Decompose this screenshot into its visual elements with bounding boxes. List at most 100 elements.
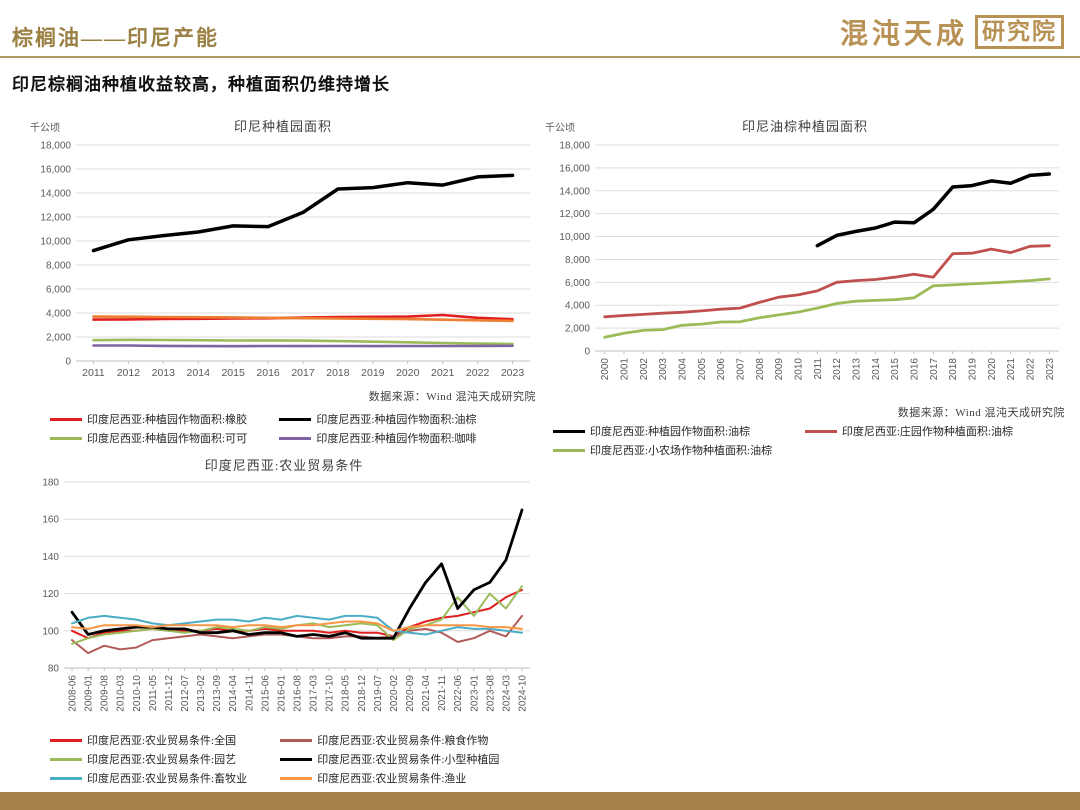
y-tick-label: 140 [42, 552, 59, 563]
x-tick-label: 2023-01 [469, 675, 480, 712]
chart-title: 印度尼西亚:农业贸易条件 [204, 458, 364, 473]
y-tick-label: 100 [42, 626, 59, 637]
x-tick-label: 2000 [600, 358, 611, 381]
x-tick-label: 2005 [697, 358, 708, 381]
legend-item: 印度尼西亚:农业贸易条件:畜牧业 [50, 770, 280, 786]
legend-item: 印度尼西亚:种植园作物面积:橡胶 [50, 411, 279, 427]
x-tick-label: 2012-07 [180, 675, 191, 712]
y-tick-label: 4,000 [46, 309, 71, 320]
legend-swatch [50, 436, 82, 440]
x-tick-label: 2001 [620, 358, 631, 381]
legend-item: 印度尼西亚:农业贸易条件:粮食作物 [280, 732, 540, 748]
chart-title: 印尼种植园面积 [233, 119, 332, 134]
slide-subtitle: 印尼棕榈油种植收益较高，种植面积仍维持增长 [12, 75, 390, 94]
x-tick-label: 2018 [948, 358, 959, 381]
series-line-印度尼西亚:农业贸易条件:小型种植园 [70, 508, 524, 640]
x-tick-label: 2024-10 [517, 675, 528, 712]
series-line-印度尼西亚:农业贸易条件:畜牧业 [71, 614, 523, 636]
x-tick-label: 2022-06 [453, 675, 464, 712]
y-tick-label: 16,000 [40, 165, 71, 176]
legend-label: 印度尼西亚:种植园作物面积:咖啡 [316, 433, 477, 445]
series-line-印度尼西亚:种植园作物面积:咖啡 [92, 344, 514, 348]
x-tick-label: 2022 [466, 367, 490, 379]
chart-plot-area: 0 2,000 4,000 6,000 8,000 10,000 12,000 14,000 1… [28, 135, 538, 387]
x-tick-label: 2021 [431, 367, 455, 379]
legend-item: 印度尼西亚:种植园作物面积:油棕 [279, 411, 538, 427]
logo: 混沌天成 研究院 [840, 12, 1064, 52]
x-tick-label: 2017 [929, 358, 940, 381]
x-tick-label: 2015 [221, 367, 245, 379]
y-tick-label: 180 [42, 478, 59, 489]
legend-item: 印度尼西亚:农业贸易条件:园艺 [50, 751, 280, 767]
x-tick-label: 2011-05 [148, 675, 159, 711]
legend-item: 印度尼西亚:农业贸易条件:全国 [50, 732, 280, 748]
series-lines [91, 173, 515, 348]
y-axis-unit-label: 千公顷 [545, 123, 575, 134]
chart-title: 印尼油棕种植园面积 [741, 119, 868, 134]
x-tick-label: 2023 [501, 367, 525, 379]
legend-item: 印度尼西亚:种植园作物面积:油棕 [553, 423, 805, 439]
y-tick-label: 8,000 [565, 255, 590, 266]
legend-item: 印度尼西亚:庄园作物种植面积:油棕 [804, 423, 1067, 439]
x-tick-label: 2006 [716, 358, 727, 381]
series-lines [603, 172, 1052, 339]
legend-swatch [50, 417, 82, 421]
footer-bar [0, 792, 1080, 810]
series-lines [70, 508, 524, 655]
x-tick-label: 2016-01 [276, 675, 287, 712]
y-axis-labels: 0 2,000 4,000 6,000 8,000 10,000 12,000 14,000 1… [40, 141, 71, 368]
chart-oil-palm-area: 千公顷 印尼油棕种植园面积 0 2,000 4,000 6,000 8,000 10,00… [543, 116, 1067, 458]
legend-label: 印度尼西亚:农业贸易条件:渔业 [317, 773, 467, 785]
y-axis-labels: 0 2,000 4,000 6,000 8,000 10,000 12,000 14,000 1… [559, 141, 590, 358]
x-tick-label: 2022 [1026, 358, 1037, 381]
chart-canvas: 0 2,000 4,000 6,000 8,000 10,000 12,000 14,000 1… [559, 141, 1059, 381]
y-tick-label: 0 [584, 347, 590, 358]
x-tick-label: 2010 [794, 358, 805, 381]
x-tick-label: 2023 [1045, 358, 1056, 381]
gridlines [64, 481, 530, 669]
y-tick-label: 10,000 [40, 237, 71, 248]
chart-plot-area: 0 2,000 4,000 6,000 8,000 10,000 12,000 14,000 1… [543, 135, 1067, 403]
y-axis-labels: 80 100 120 140 160 180 [42, 478, 59, 675]
y-tick-label: 160 [42, 515, 59, 526]
y-tick-label: 2,000 [565, 324, 590, 335]
y-tick-label: 14,000 [40, 189, 71, 200]
x-tick-label: 2018 [326, 367, 350, 379]
series-line-未标注系列(橙色) [92, 315, 514, 323]
x-tick-label: 2008-06 [68, 675, 79, 712]
series-line-印度尼西亚:庄园作物种植面积:油棕 [603, 244, 1051, 319]
chart-agri-trade-terms: 印度尼西亚:农业贸易条件 80 100 120 140 160 180 2008-06 200… [28, 455, 540, 786]
series-line-印度尼西亚:种植园作物面积:可可 [92, 338, 514, 346]
y-tick-label: 0 [65, 357, 71, 368]
x-axis-ticks [92, 361, 514, 364]
legend-label: 印度尼西亚:庄园作物种植面积:油棕 [841, 426, 1013, 438]
x-tick-label: 2023-08 [485, 675, 496, 712]
x-tick-label: 2014-11 [244, 675, 255, 711]
x-tick-label: 2017 [291, 367, 315, 379]
x-tick-label: 2014 [871, 358, 882, 381]
x-tick-label: 2016-08 [293, 675, 304, 712]
y-tick-label: 16,000 [559, 163, 590, 174]
legend-swatch [280, 776, 313, 780]
x-tick-label: 2013-02 [196, 675, 207, 712]
x-axis-labels: 2011 2012 2013 2014 2015 2016 2017 2018 2019 2020… [82, 367, 524, 379]
chart-legend: 印度尼西亚:种植园作物面积:油棕 印度尼西亚:庄园作物种植面积:油棕 印度尼西亚:小… [543, 423, 1067, 458]
x-tick-label: 2019 [968, 358, 979, 381]
chart-plantation-area: 千公顷 印尼种植园面积 0 2,000 4,000 6,000 8,000 10,000 1… [28, 116, 538, 446]
series-line-印度尼西亚:农业贸易条件:粮食作物 [71, 614, 523, 655]
legend-swatch [279, 417, 312, 421]
legend-swatch [50, 738, 82, 742]
legend-swatch [553, 448, 585, 452]
x-axis-labels: 2008-06 2009-01 2009-08 2010-03 2010-10 2011-… [68, 675, 529, 712]
y-tick-label: 4,000 [565, 301, 590, 312]
header-divider [0, 56, 1080, 58]
legend-label: 印度尼西亚:农业贸易条件:小型种植园 [317, 754, 500, 766]
x-axis-labels: 2000 2001 2002 2003 2004 2005 2006 2007 2008 2009… [600, 358, 1056, 381]
x-tick-label: 2012 [117, 367, 141, 379]
y-tick-label: 120 [42, 589, 59, 600]
x-tick-label: 2024-03 [501, 675, 512, 712]
y-tick-label: 10,000 [559, 232, 590, 243]
legend-label: 印度尼西亚:种植园作物面积:可可 [87, 433, 248, 445]
chart-legend: 印度尼西亚:种植园作物面积:橡胶 印度尼西亚:种植园作物面积:油棕印度尼西亚:种植… [28, 411, 538, 446]
legend-swatch [50, 776, 82, 780]
